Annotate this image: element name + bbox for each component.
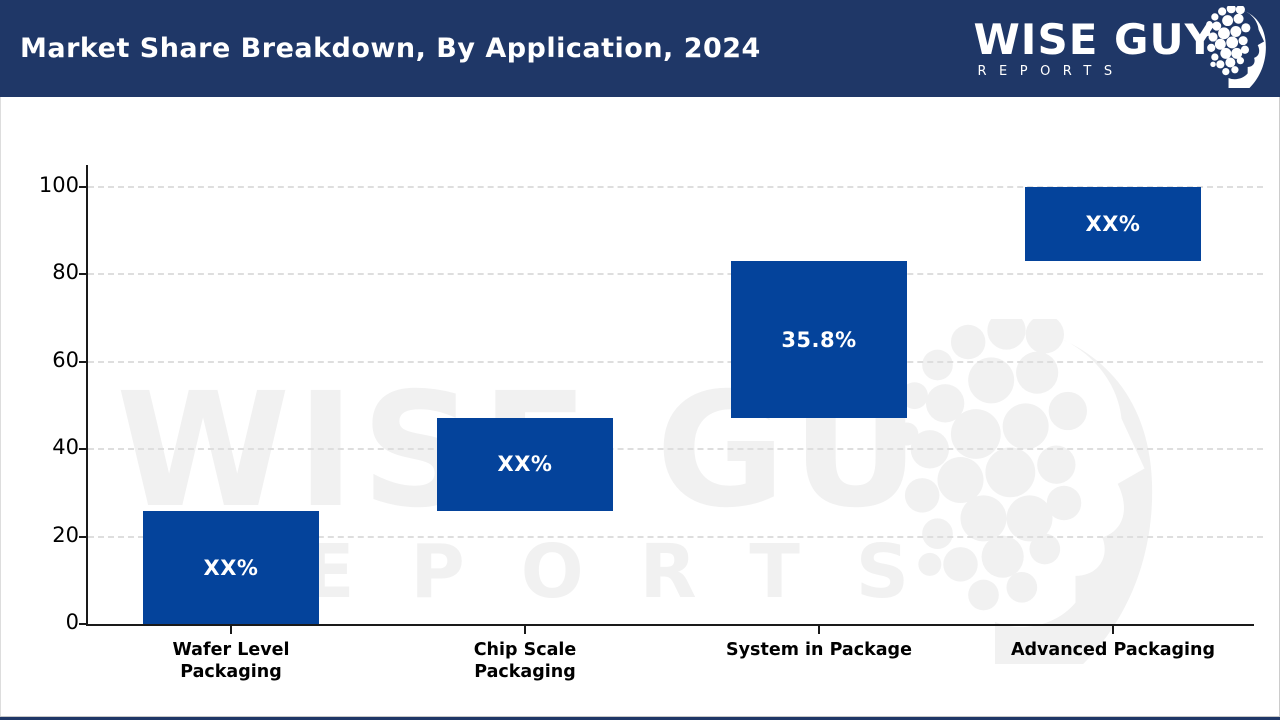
x-tick-mark [230,626,232,634]
bar-segment: XX% [1025,187,1201,262]
logo-reports: REPORTS [977,64,1125,79]
x-tick-mark [818,626,820,634]
x-category-label: Chip Scale Packaging [473,640,577,682]
y-tick-mark [79,448,88,451]
y-axis-line [86,165,88,626]
page-title: Market Share Breakdown, By Application, … [20,33,761,64]
logo-name: WISE GUY [973,15,1216,64]
y-tick-label: 40 [52,435,79,460]
y-tick-mark [79,623,88,625]
x-tick-mark [524,626,526,634]
gridline-20 [88,535,1263,538]
y-tick-label: 100 [38,173,79,197]
gridline-40 [88,448,1263,451]
bar-segment: 35.8% [731,261,907,418]
chart-panel: WISE GU REPORTS 0 20 40 60 80 100 XX% Wafer Lev… [0,97,1280,716]
bar-value-label: XX% [1085,212,1141,237]
bar-value-label: 35.8% [781,327,857,352]
gridline-80 [88,273,1263,276]
header-bar: Market Share Breakdown, By Application, … [0,0,1280,97]
y-tick-mark [79,186,88,188]
footer-divider [0,716,1280,717]
x-category-label: System in Package [726,640,912,660]
bar-value-label: XX% [203,555,259,580]
gridline-60 [88,360,1263,363]
bar-segment: XX% [437,417,613,512]
bar-segment: XX% [143,511,319,624]
x-category-label: Advanced Packaging [1010,640,1216,660]
gridline-100 [88,186,1263,188]
y-tick-mark [79,535,88,538]
y-tick-label: 20 [52,522,79,547]
watermark-head-icon [895,319,1153,664]
y-tick-mark [79,360,88,363]
y-tick-label: 60 [52,347,79,372]
y-tick-label: 0 [65,610,79,634]
bar-value-label: XX% [497,452,553,477]
x-category-label: Wafer Level Packaging [172,640,290,682]
x-tick-mark [1112,626,1114,634]
wise-guy-logo: WISE GUY REPORTS [973,5,1266,88]
footer-strip [0,717,1280,720]
dotted-head-profile-icon [1204,5,1266,88]
y-tick-label: 80 [52,260,79,285]
y-tick-mark [79,273,88,276]
x-axis-line [86,624,1254,626]
